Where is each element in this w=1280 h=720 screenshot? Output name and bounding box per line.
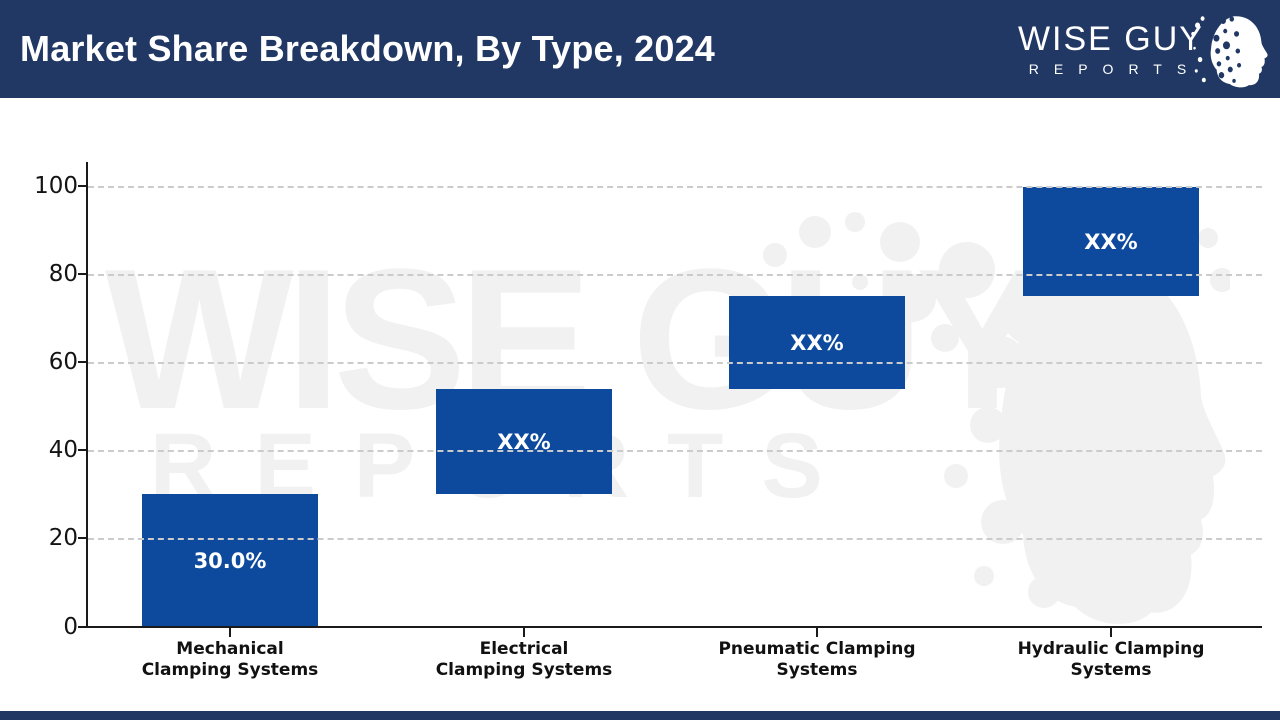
x-category-line: Clamping Systems xyxy=(435,660,613,680)
bar-mechanical xyxy=(142,494,318,627)
gridline-100 xyxy=(88,186,1262,188)
x-category-label-electrical: Electrical Clamping Systems xyxy=(364,639,684,681)
y-tick-mark xyxy=(78,361,87,363)
bar-hydraulic xyxy=(1023,187,1199,296)
bar-value-label: XX% xyxy=(790,331,844,355)
y-tick-mark xyxy=(78,537,87,539)
x-category-line: Mechanical xyxy=(176,639,284,659)
bar-value-label: XX% xyxy=(1084,230,1138,254)
page-title: Market Share Breakdown, By Type, 2024 xyxy=(20,28,716,69)
x-category-line: Clamping Systems xyxy=(141,660,319,680)
logo-name: WISE GUY xyxy=(1017,20,1204,58)
gridline-40 xyxy=(88,450,1262,452)
x-category-line: Hydraulic Clamping xyxy=(1017,639,1205,659)
x-category-line: Electrical xyxy=(479,639,569,659)
gridline-60 xyxy=(88,362,1262,364)
y-tick-mark xyxy=(78,449,87,451)
y-tick-mark xyxy=(78,626,87,628)
y-tick-label-80: 80 xyxy=(48,261,78,287)
x-category-label-hydraulic: Hydraulic Clamping Systems xyxy=(951,639,1271,681)
bar-electrical xyxy=(436,389,612,494)
x-category-label-mechanical: Mechanical Clamping Systems xyxy=(70,639,390,681)
y-tick-label-40: 40 xyxy=(48,437,78,463)
y-tick-label-0: 0 xyxy=(63,614,78,640)
y-tick-mark xyxy=(78,185,87,187)
logo-subtitle: REPORTS xyxy=(1028,61,1202,77)
x-category-label-pneumatic: Pneumatic Clamping Systems xyxy=(657,639,977,681)
dotted-head-profile-icon xyxy=(1191,16,1268,88)
y-tick-mark xyxy=(78,273,87,275)
x-category-line: Systems xyxy=(1070,660,1152,680)
x-category-line: Systems xyxy=(776,660,858,680)
x-axis-line xyxy=(86,626,1262,628)
x-category-line: Pneumatic Clamping xyxy=(718,639,916,659)
bar-pneumatic xyxy=(729,296,905,389)
footer-bar xyxy=(0,711,1280,720)
wise-guy-reports-logo: WISE GUY REPORTS xyxy=(1018,6,1270,94)
header-bar: Market Share Breakdown, By Type, 2024 WI… xyxy=(0,0,1280,98)
y-tick-label-20: 20 xyxy=(48,525,78,551)
bar-value-label: 30.0% xyxy=(193,549,267,573)
y-tick-label-60: 60 xyxy=(48,349,78,375)
x-tick-mark xyxy=(816,628,818,637)
x-tick-mark xyxy=(1110,628,1112,637)
bar-value-label: XX% xyxy=(497,430,551,454)
y-axis-line xyxy=(86,162,88,628)
logo-text: WISE GUY REPORTS xyxy=(1018,20,1204,77)
y-tick-label-100: 100 xyxy=(34,173,78,199)
gridline-20 xyxy=(88,538,1262,540)
x-tick-mark xyxy=(523,628,525,637)
gridline-80 xyxy=(88,274,1262,276)
x-tick-mark xyxy=(229,628,231,637)
